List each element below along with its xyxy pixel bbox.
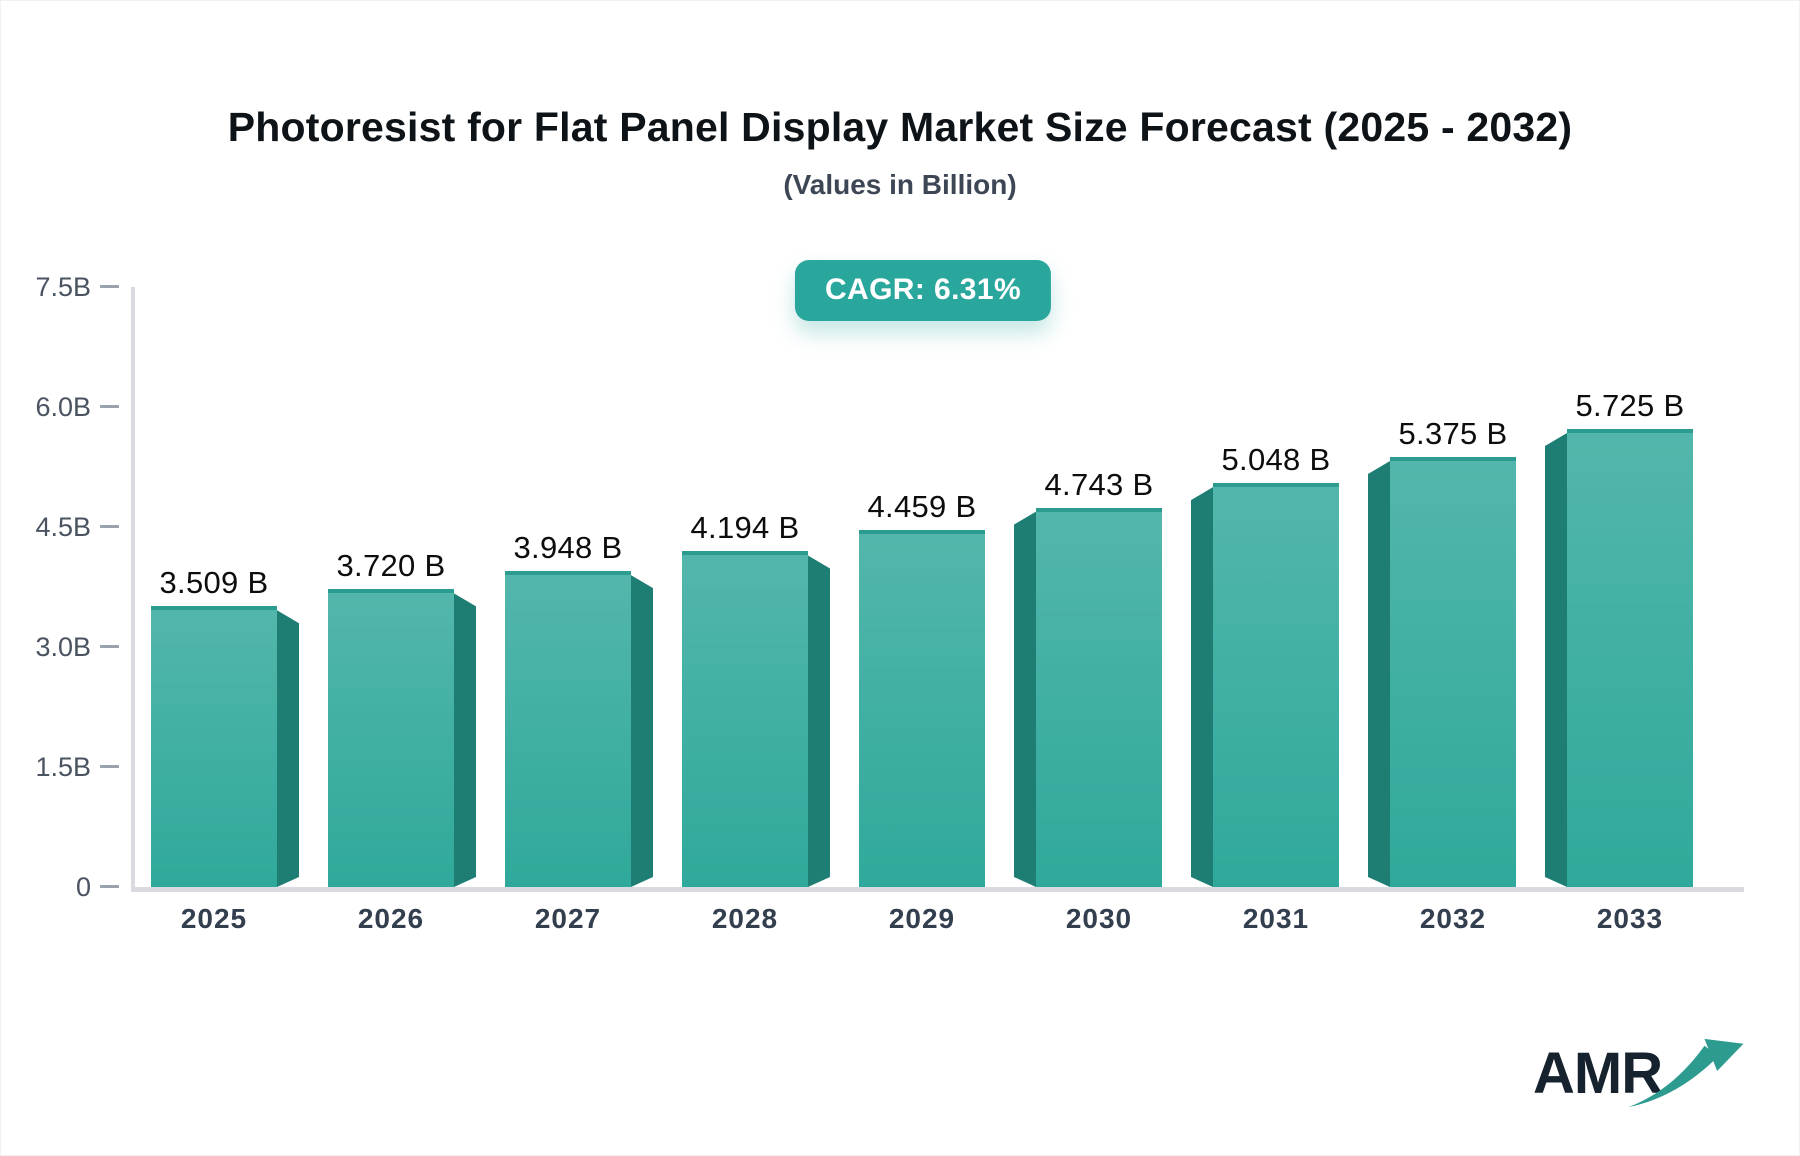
y-tick-label: 4.5B [35,512,91,542]
bar-value-label: 5.725 B [1575,388,1685,423]
y-tick-label: 3.0B [35,632,91,662]
x-tick-label: 2027 [534,903,602,934]
amr-logo-text: AMR [1533,1041,1663,1106]
bar-2029: 4.459 B [859,489,985,887]
bar-side-face [1014,512,1036,887]
bar-2027: 3.948 B [505,530,631,887]
y-tick-label: 0 [75,872,91,902]
y-tick-dash [100,645,119,648]
bar-side-face [454,593,476,887]
bar-side-face [1191,487,1213,887]
chart-subtitle: (Values in Billion) [783,169,1017,200]
bar-side-face [631,575,653,887]
bar-side-face [1545,433,1567,887]
y-tick-dash [100,885,119,888]
bar-value-label: 3.720 B [336,548,446,584]
y-tick-label: 7.5B [35,272,91,302]
bar-value-label: 5.048 B [1221,442,1331,478]
x-axis-line [131,887,1744,892]
bar-2030: 4.743 B [1036,467,1162,887]
bar-side-face [1368,461,1390,887]
bar-value-label: 4.194 B [690,510,800,546]
x-tick-label: 2029 [888,903,956,934]
x-tick-label: 2025 [180,903,248,934]
bar-2031: 5.048 B [1213,442,1339,887]
y-tick-label: 1.5B [35,752,91,782]
bar-2026: 3.720 B [328,548,454,887]
y-tick-dash [100,405,119,408]
bar-value-label: 3.509 B [159,565,269,601]
x-tick-label: 2030 [1065,903,1133,934]
bar-2028: 4.194 B [682,510,808,887]
y-axis-line [131,287,135,887]
bar-value-label: 4.459 B [867,489,977,525]
y-tick-dash [100,525,119,528]
x-tick-label: 2031 [1242,903,1310,934]
bar-side-face [277,610,299,887]
y-tick-dash [100,765,119,768]
x-tick-label: 2033 [1596,903,1664,934]
chart-plot-area: 0 1.5B 3.0B 4.5B 6.0B 7.5B 3.509 B 2025 3.720 B 2… [35,274,1744,934]
bar-value-label: 5.375 B [1398,416,1508,451]
bar-value-label: 4.743 B [1044,466,1154,502]
growth-arrow-icon [1628,1038,1744,1108]
y-tick-dash [100,285,119,288]
bar-2025: 3.509 B [151,565,277,887]
bar-side-face [808,555,830,887]
x-tick-label: 2032 [1419,903,1487,934]
amr-logo: AMR [1533,1035,1744,1108]
bar-2033: 5.725 B [1567,388,1693,887]
bar-2032: 5.375 B [1390,416,1516,887]
bar-value-label: 3.948 B [513,530,623,566]
x-tick-label: 2026 [357,903,425,934]
x-tick-label: 2028 [711,903,779,934]
cagr-badge: CAGR: 6.31% [794,260,1052,321]
chart-title: Photoresist for Flat Panel Display Marke… [227,104,1573,150]
y-tick-label: 6.0B [35,392,91,422]
